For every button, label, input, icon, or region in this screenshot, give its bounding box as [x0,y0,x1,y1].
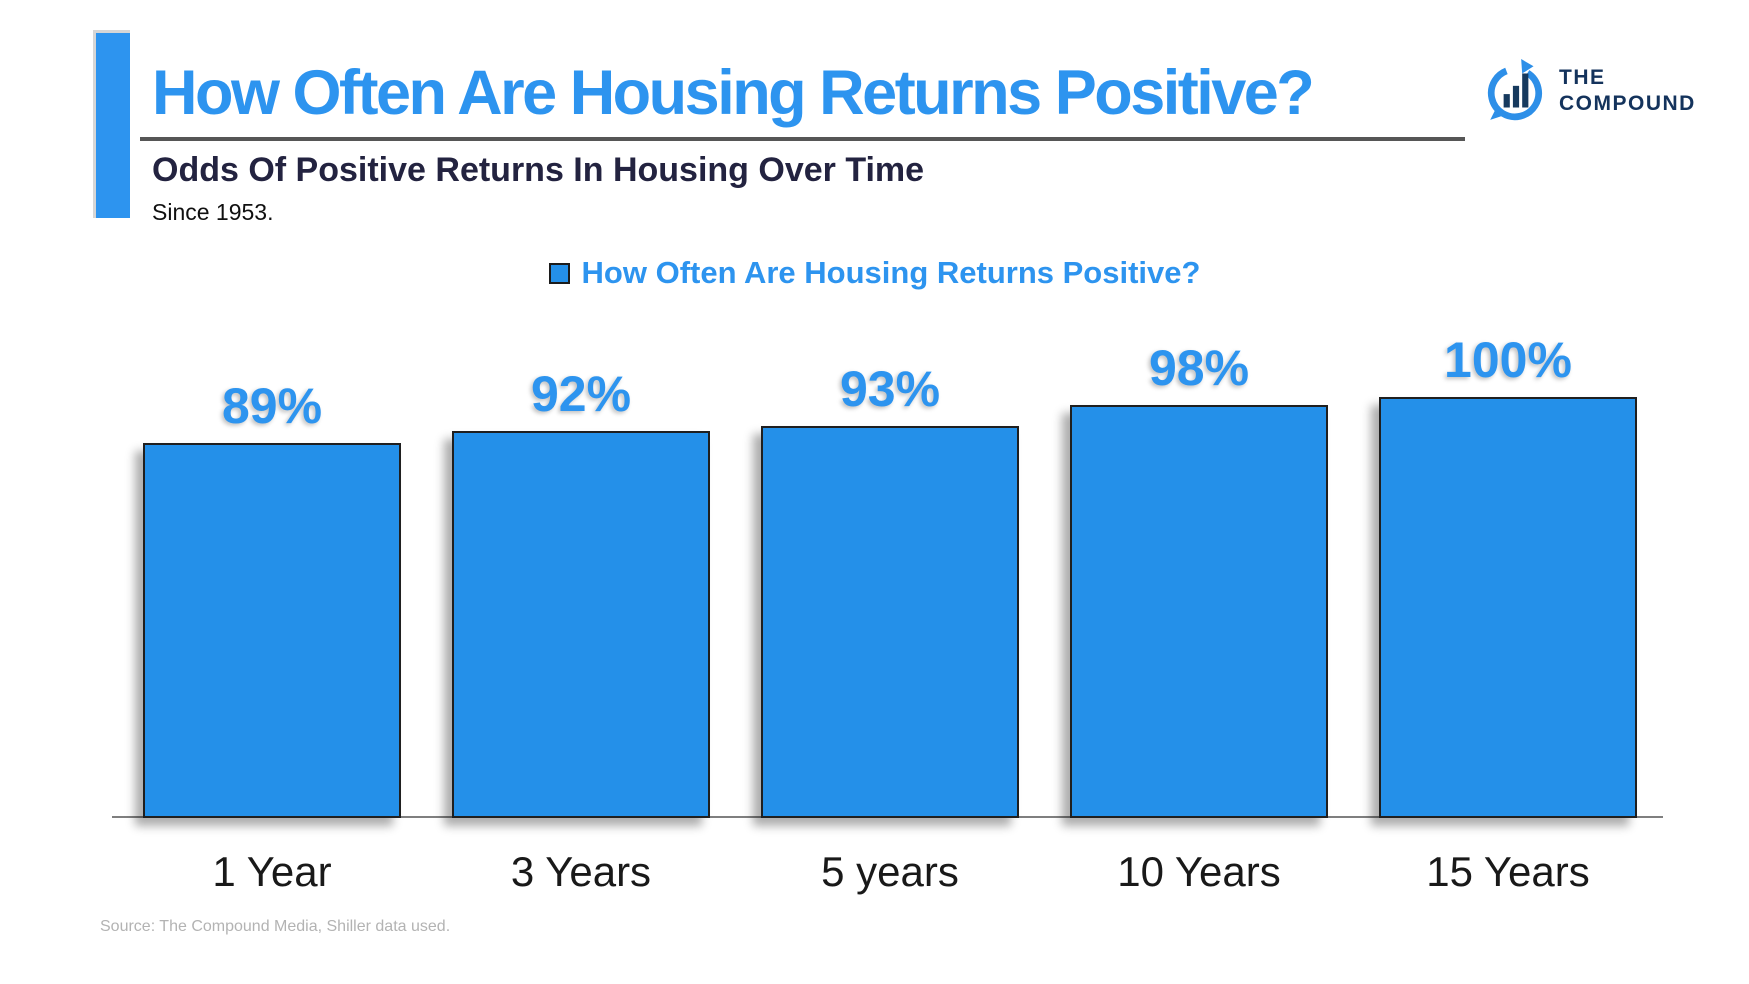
category-label: 1 Year [212,848,332,895]
title-underline [140,137,1465,141]
bar-value-label: 98% [1148,340,1250,396]
bar [1379,397,1637,818]
logo-word-compound: COMPOUND [1559,92,1696,115]
compound-chart-bubble-icon [1487,59,1543,121]
legend-swatch-icon [548,262,570,284]
logo-word-the: THE [1559,66,1606,90]
bar-value-label: 100% [1444,332,1572,388]
legend-label: How Often Are Housing Returns Positive? [581,255,1201,290]
chart-legend: How Often Are Housing Returns Positive? [0,255,1749,291]
logo-wordmark: THE COMPOUND [1559,65,1696,116]
bar-value-label: 89% [221,378,323,434]
the-compound-logo: THE COMPOUND [1483,58,1696,124]
category-label: 15 Years [1426,848,1590,895]
bar [143,443,401,818]
bar [1070,405,1328,818]
title-accent-bar [93,30,130,218]
category-label: 10 Years [1117,848,1281,895]
category-label: 3 Years [510,848,652,895]
bar-value-label: 92% [530,366,632,422]
bar [452,431,710,818]
category-label: 5 years [821,848,959,895]
chart-subnote: Since 1953. [152,199,274,225]
page-title: How Often Are Housing Returns Positive? [152,58,1315,128]
chart-subtitle: Odds Of Positive Returns In Housing Over… [152,151,925,189]
bar [761,426,1019,818]
bar-value-label: 93% [839,361,941,417]
source-note: Source: The Compound Media, Shiller data… [100,918,451,935]
